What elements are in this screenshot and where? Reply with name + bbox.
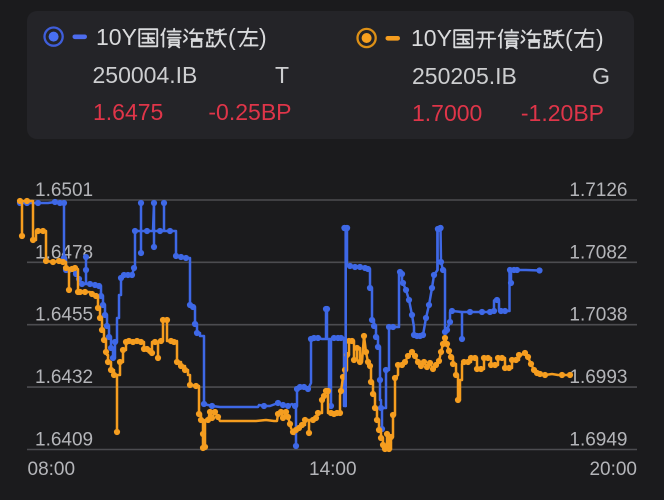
svg-text:1.7000: 1.7000	[412, 100, 482, 126]
svg-text:20:00: 20:00	[589, 459, 637, 480]
svg-text:10Y: 10Y	[96, 24, 137, 50]
svg-text:1.7126: 1.7126	[569, 180, 627, 201]
svg-text:): )	[596, 25, 604, 51]
svg-text:T: T	[275, 62, 289, 88]
svg-text:1.6475: 1.6475	[93, 99, 163, 125]
svg-text:14:00: 14:00	[309, 459, 357, 480]
svg-text:1.6993: 1.6993	[569, 367, 627, 388]
svg-text:1.6455: 1.6455	[35, 305, 93, 326]
svg-text:250205.IB: 250205.IB	[412, 63, 517, 89]
svg-text:1.7082: 1.7082	[569, 242, 627, 263]
svg-text:G: G	[592, 63, 610, 89]
svg-text:10Y: 10Y	[411, 25, 452, 51]
svg-text:1.6432: 1.6432	[35, 367, 93, 388]
svg-text:08:00: 08:00	[28, 459, 76, 480]
svg-text:(: (	[565, 25, 573, 51]
svg-text:1.6949: 1.6949	[569, 430, 627, 451]
svg-text:-1.20BP: -1.20BP	[521, 100, 604, 126]
svg-text:1.6409: 1.6409	[35, 430, 93, 451]
svg-text:250004.IB: 250004.IB	[93, 62, 198, 88]
svg-text:): )	[259, 24, 267, 50]
svg-text:1.7038: 1.7038	[569, 305, 627, 326]
svg-text:(: (	[228, 24, 236, 50]
svg-text:1.6501: 1.6501	[35, 180, 93, 201]
svg-text:-0.25BP: -0.25BP	[208, 99, 291, 125]
